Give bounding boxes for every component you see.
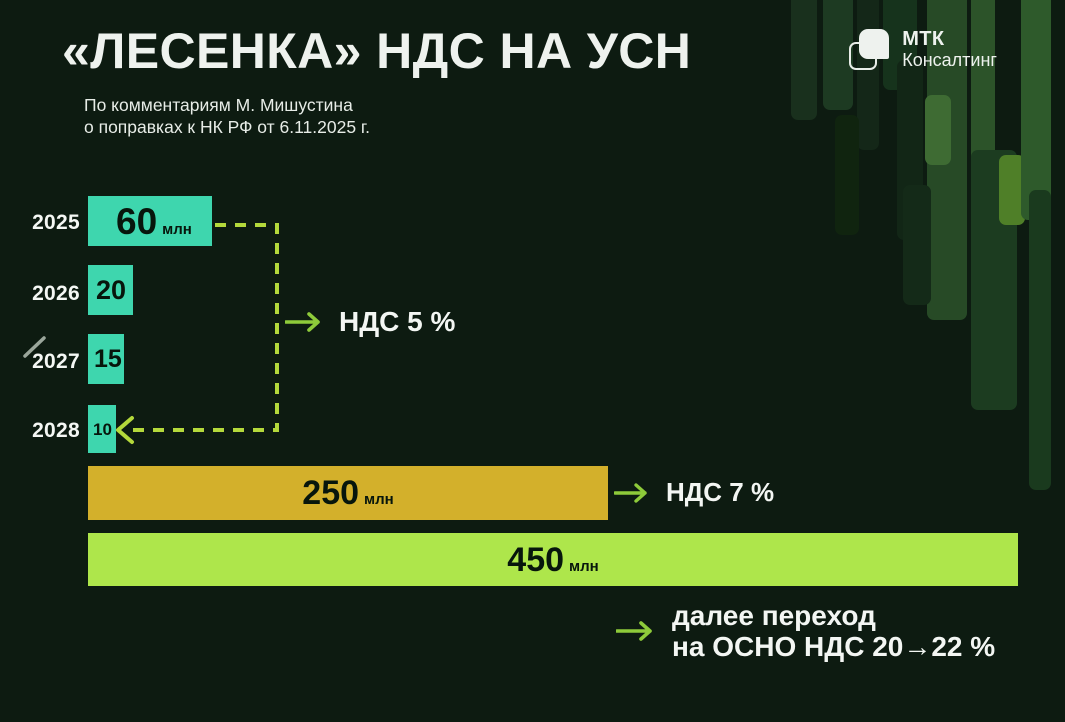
bar-2027: 15 [88, 334, 124, 384]
bar-450: 450 млн [88, 533, 1018, 586]
year-label-2025: 2025 [32, 211, 80, 234]
subtitle-line-2: о поправках к НК РФ от 6.11.2025 г. [84, 117, 371, 137]
annotation-osno: далее переход на ОСНО НДС 20→22 % [616, 600, 995, 663]
bar-2025-unit: млн [162, 220, 192, 238]
annotation-vat-5-label: НДС 5 % [339, 306, 456, 337]
subtitle-line-1: По комментариям М. Мишустина [84, 95, 353, 115]
year-label-2026: 2026 [32, 282, 80, 305]
page-subtitle: По комментариям М. Мишустина о поправках… [84, 94, 370, 138]
bar-2026-value: 20 [96, 274, 127, 305]
bar-2028: 10 [88, 405, 116, 453]
annotation-vat-7-label: НДС 7 % [666, 477, 775, 507]
bar-450-unit: млн [569, 557, 599, 575]
bar-250-value-group: 250 млн [302, 476, 393, 510]
bar-2025: 60 млн [88, 196, 212, 246]
arrow-right-icon [616, 621, 652, 642]
bar-250-unit: млн [364, 491, 394, 508]
logo-name: МТК [902, 28, 945, 50]
bar-450-value: 450 [507, 540, 565, 579]
bar-2028-value: 10 [93, 419, 112, 439]
bar-2025-value: 60 [116, 200, 158, 242]
page-title: «ЛЕСЕНКА» НДС НА УСН [62, 23, 692, 79]
arrow-right-icon [614, 482, 647, 503]
bar-2028-value-group: 10 [93, 421, 112, 438]
annotation-vat-7: НДС 7 % [614, 477, 775, 507]
bar-2025-value-group: 60 млн [116, 203, 192, 240]
year-label-2028: 2028 [32, 419, 80, 442]
arrow-right-icon [285, 311, 320, 332]
bar-250-value: 250 [302, 474, 360, 512]
bar-450-value-group: 450 млн [507, 543, 598, 577]
annotation-osno-text: далее переход на ОСНО НДС 20→22 % [672, 600, 995, 663]
logo-text: МТК Консалтинг [902, 28, 997, 71]
bar-250: 250 млн [88, 466, 608, 520]
brand-logo: МТК Консалтинг [849, 28, 997, 71]
logo-mark-icon [849, 28, 890, 70]
bar-2026: 20 [88, 265, 133, 315]
logo-tagline: Консалтинг [902, 50, 997, 71]
bar-2027-value: 15 [94, 344, 122, 373]
annotation-osno-line-1: далее переход [672, 600, 876, 631]
year-label-2027: 2027 [32, 350, 80, 373]
annotation-osno-line-2: на ОСНО НДС 20→22 % [672, 631, 996, 663]
annotation-vat-5: НДС 5 % [285, 306, 455, 337]
bar-2027-value-group: 15 [94, 344, 122, 373]
bar-2026-value-group: 20 [96, 274, 127, 305]
